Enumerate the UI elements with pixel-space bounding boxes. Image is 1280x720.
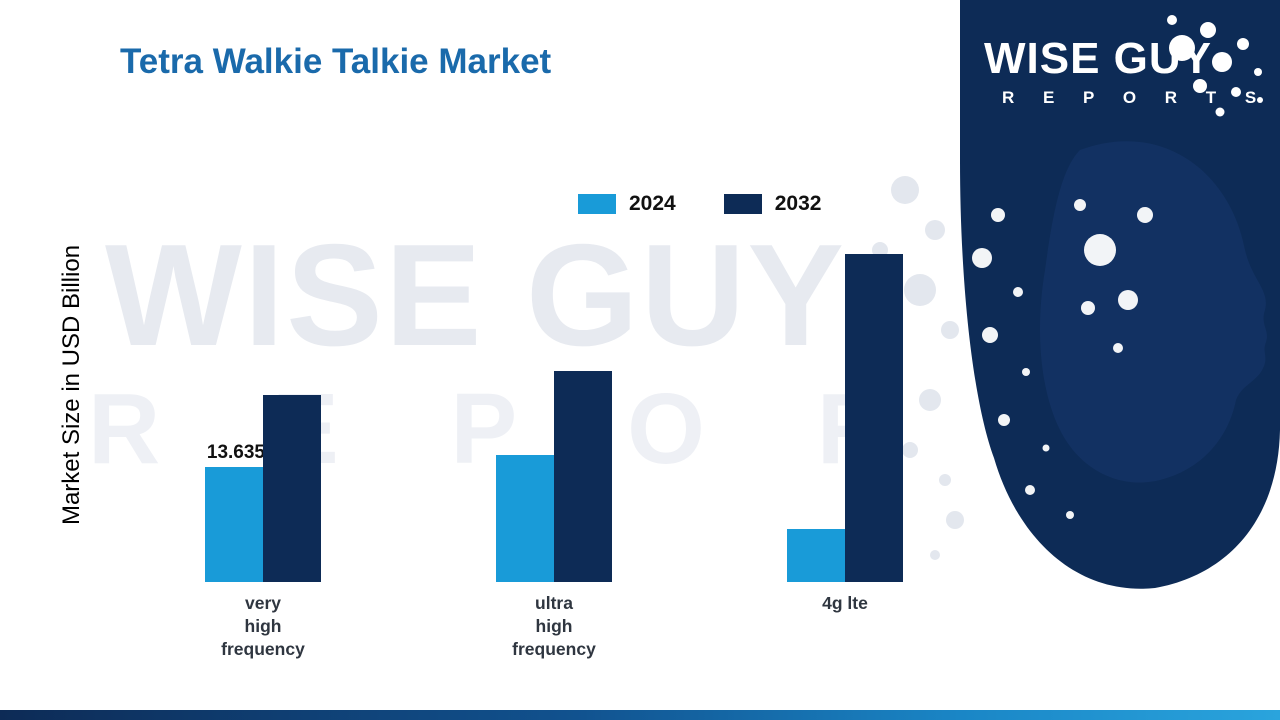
category-label-ultra-high-frequency: ultra high frequency [512, 593, 596, 660]
legend-label-2024: 2024 [629, 192, 676, 215]
legend-swatch-2024-icon [578, 194, 616, 214]
bar-2032-ultra-high-frequency [554, 371, 612, 582]
bar-2032-4g-lte [845, 254, 903, 582]
plot-area: 13.635 [205, 254, 903, 582]
page-title: Tetra Walkie Talkie Market [120, 42, 552, 81]
bar-group-ultra-high-frequency [496, 371, 612, 582]
logo-wordmark: WISE GUY [984, 34, 1213, 83]
legend-item-2032: 2032 [723, 192, 822, 216]
bar-2024-4g-lte [787, 529, 845, 582]
logo-reports-text: R E P O R T S [1002, 88, 1269, 107]
bar-2024-very-high-frequency: 13.635 [205, 442, 265, 582]
head-silhouette-icon [1040, 141, 1267, 483]
legend-item-2024: 2024 [578, 192, 676, 216]
watermark-dots-icon [872, 176, 964, 560]
bar-2032-very-high-frequency [263, 395, 321, 582]
bar-group-very-high-frequency: 13.635 [205, 395, 321, 582]
legend-label-2032: 2032 [774, 192, 822, 215]
corner-shape [960, 0, 1280, 589]
bar-2024-ultra-high-frequency [496, 455, 554, 582]
legend: 2024 2032 [578, 192, 869, 216]
scatter-dots-icon [972, 199, 1153, 519]
footer-gradient-bar [0, 710, 1280, 720]
bar-value-label: 13.635 [206, 442, 265, 463]
legend-swatch-2032-icon [723, 194, 762, 214]
watermark-wiseguy-text: WISE GUY [105, 214, 847, 376]
logo-head-dots-icon [1167, 15, 1263, 117]
category-label-4g-lte: 4g lte [822, 593, 868, 613]
bar-group-4g-lte [787, 254, 903, 582]
brand-corner: WISE GUY R E P O R T S [960, 0, 1280, 600]
category-label-very-high-frequency: very high frequency [221, 593, 305, 660]
